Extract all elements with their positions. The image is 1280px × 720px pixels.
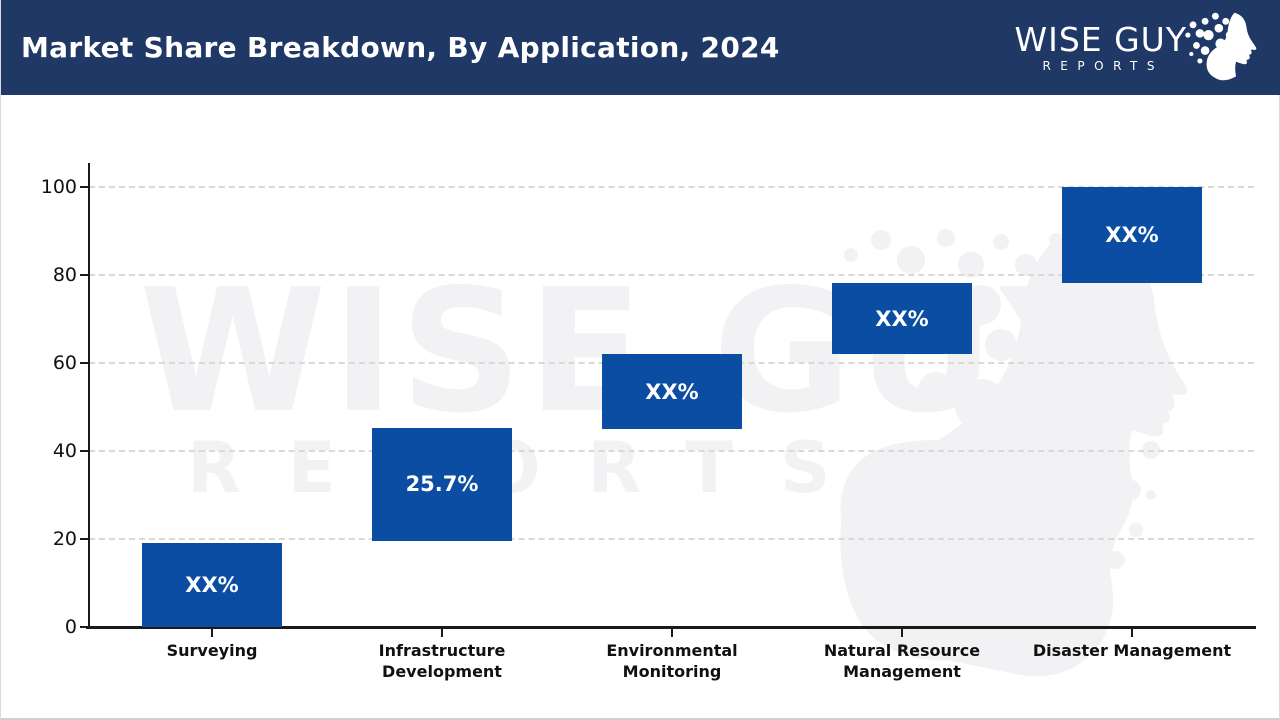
y-axis-tick-mark bbox=[80, 274, 89, 276]
brand-logo-text: WISE GUY REPORTS bbox=[1014, 23, 1187, 72]
y-axis-tick-mark bbox=[80, 450, 89, 452]
gridline-40 bbox=[89, 450, 1254, 452]
y-axis-line bbox=[88, 163, 90, 629]
page-title: Market Share Breakdown, By Application, … bbox=[21, 31, 780, 64]
bar-surveying bbox=[142, 542, 282, 627]
x-axis-tick-mark bbox=[671, 629, 673, 637]
y-axis-tick-mark bbox=[80, 626, 89, 628]
y-axis-tick-mark bbox=[80, 362, 89, 364]
gridline-80 bbox=[89, 274, 1254, 276]
logo-subtext: REPORTS bbox=[1042, 59, 1164, 73]
bar-value-label: XX% bbox=[645, 379, 699, 404]
y-axis-tick-mark bbox=[80, 538, 89, 540]
x-axis-category-label: Disaster Management bbox=[1032, 641, 1232, 660]
logo-face-icon bbox=[1185, 12, 1257, 80]
x-axis-category-label: Natural Resource Management bbox=[823, 641, 981, 681]
bar-disaster-management bbox=[1062, 187, 1202, 283]
watermark-face-icon bbox=[840, 228, 1188, 677]
gridline-100 bbox=[89, 186, 1254, 188]
y-axis-tick-label: 80 bbox=[52, 264, 77, 286]
bar-natural-resource-management bbox=[832, 282, 972, 355]
y-axis-tick-mark bbox=[80, 186, 89, 188]
watermark-subtext: REPORTS bbox=[187, 427, 878, 509]
y-axis-tick-label: 100 bbox=[40, 176, 77, 198]
bar-value-label: XX% bbox=[1105, 222, 1159, 247]
brand-logo: WISE GUY REPORTS bbox=[1014, 9, 1267, 87]
x-axis-tick-mark bbox=[901, 629, 903, 637]
bar-value-label: 25.7% bbox=[405, 472, 479, 497]
bar-value-label: XX% bbox=[185, 572, 239, 597]
bar-environmental-monitoring bbox=[602, 354, 742, 429]
header-bar: Market Share Breakdown, By Application, … bbox=[1, 0, 1280, 95]
bar-value-label: XX% bbox=[875, 306, 929, 331]
chart-plot-area: WISE GUY REPORTS bbox=[1, 95, 1280, 720]
bar-infrastructure-development bbox=[372, 427, 512, 541]
y-axis-tick-label: 0 bbox=[64, 616, 77, 638]
x-axis-tick-mark bbox=[1131, 629, 1133, 637]
x-axis-category-label: Environmental Monitoring bbox=[606, 641, 738, 681]
x-axis-category-label: Surveying bbox=[166, 641, 258, 660]
y-axis-tick-label: 20 bbox=[52, 528, 77, 550]
x-axis-tick-mark bbox=[441, 629, 443, 637]
logo-wordmark: WISE GUY bbox=[1014, 20, 1187, 59]
y-axis-tick-label: 60 bbox=[52, 352, 77, 374]
gridline-20 bbox=[89, 538, 1254, 540]
y-axis-tick-label: 40 bbox=[52, 440, 77, 462]
x-axis-category-label: Infrastructure Development bbox=[378, 641, 506, 681]
x-axis-tick-mark bbox=[211, 629, 213, 637]
x-axis-line bbox=[86, 626, 1256, 629]
